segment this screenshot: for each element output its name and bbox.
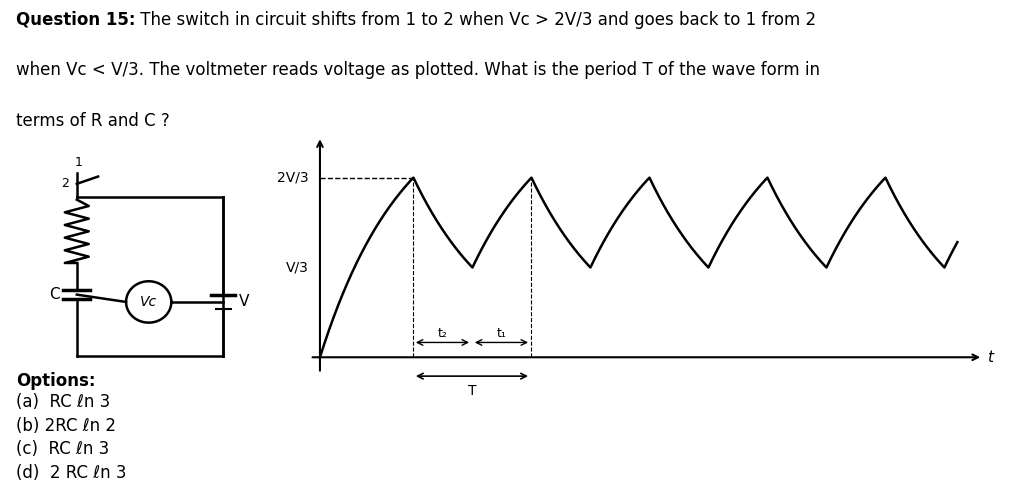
Text: Question 15:: Question 15: xyxy=(16,11,136,29)
Text: C: C xyxy=(49,287,59,302)
Text: The switch in circuit shifts from 1 to 2 when Vᴄ > 2V/3 and goes back to 1 from : The switch in circuit shifts from 1 to 2… xyxy=(135,11,816,29)
Text: 2V/3: 2V/3 xyxy=(278,170,309,185)
Text: Options:: Options: xyxy=(16,373,96,391)
Text: (b) 2RC ℓn 2: (b) 2RC ℓn 2 xyxy=(16,417,117,435)
Text: T: T xyxy=(468,384,476,398)
Text: Vᴄ: Vᴄ xyxy=(140,295,158,309)
Text: 1: 1 xyxy=(74,156,82,169)
Text: (a)  RC ℓn 3: (a) RC ℓn 3 xyxy=(16,393,111,412)
Text: (d)  2 RC ℓn 3: (d) 2 RC ℓn 3 xyxy=(16,464,127,482)
Text: V: V xyxy=(240,295,250,309)
Text: terms of R and C ?: terms of R and C ? xyxy=(16,112,170,130)
Text: V/3: V/3 xyxy=(286,261,309,275)
Text: when Vᴄ < V/3. The voltmeter reads voltage as plotted. What is the period T of t: when Vᴄ < V/3. The voltmeter reads volta… xyxy=(16,61,820,79)
Text: t: t xyxy=(987,350,993,365)
Text: (c)  RC ℓn 3: (c) RC ℓn 3 xyxy=(16,440,110,458)
Text: 2: 2 xyxy=(60,177,69,190)
Text: t₁: t₁ xyxy=(497,327,507,340)
Text: t₂: t₂ xyxy=(437,327,447,340)
